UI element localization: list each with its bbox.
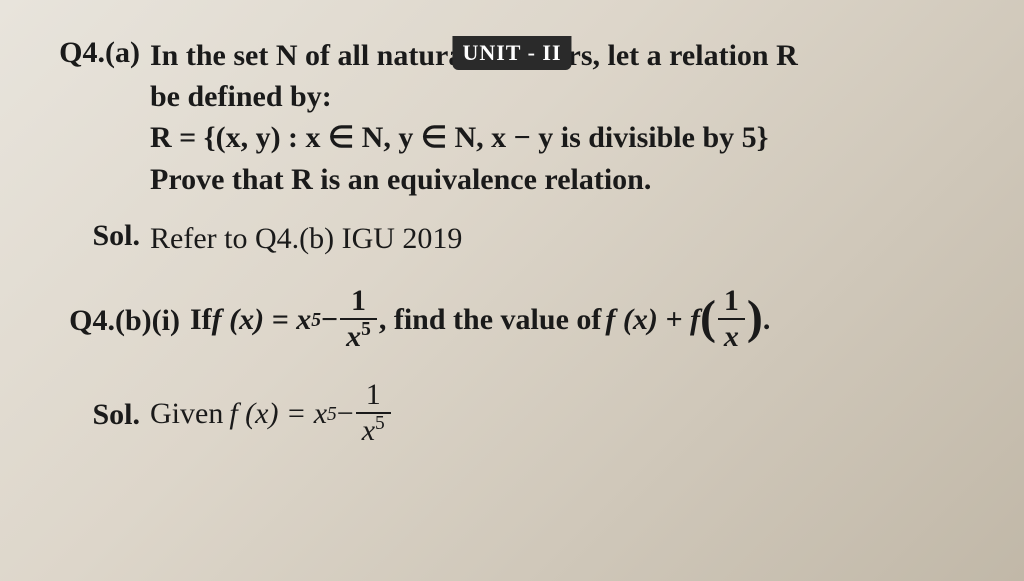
sol2-frac-den-exp: 5	[375, 413, 385, 434]
q4b-frac1-den: x5	[340, 320, 377, 352]
sol2-minus: −	[337, 394, 354, 435]
q4a-prove: Prove that R is an equivalence relation.	[150, 159, 994, 201]
sol2-frac-den: x5	[356, 414, 391, 446]
q4b-body: If f (x) = x 5 − 1 x5 , find the value of…	[190, 288, 994, 354]
q4a-line2: be defined by:	[150, 80, 332, 113]
q4a-label: Q4.(a)	[30, 36, 150, 70]
q4a-relation: R = {(x, y) : x ∈ N, y ∈ N, x − y is div…	[150, 117, 994, 159]
q4a-prove-text: Prove that R is an equivalence relation.	[150, 163, 651, 196]
sol2-body: Given f (x) = x 5 − 1 x5	[150, 382, 994, 448]
q4b-frac1-den-exp: 5	[361, 319, 371, 340]
sol1-label: Sol.	[30, 219, 150, 253]
q4b-innerfrac-den: x	[718, 320, 745, 352]
q4a-relation-text: R = {(x, y) : x ∈ N, y ∈ N, x − y is div…	[150, 121, 768, 154]
q4b-innerfrac-num: 1	[718, 286, 745, 320]
page-content: Q4.(a) In the set N of all natural numbe…	[0, 36, 1024, 448]
sol2-row: Sol. Given f (x) = x 5 − 1 x5	[30, 382, 994, 448]
q4b-open-paren: (	[700, 301, 716, 335]
sol2-frac: 1 x5	[356, 380, 391, 446]
sol2-frac-num: 1	[356, 380, 391, 414]
sol1-row: Sol. Refer to Q4.(b) IGU 2019	[30, 219, 994, 260]
sol1-body: Refer to Q4.(b) IGU 2019	[150, 219, 994, 260]
q4b-dot: .	[763, 300, 771, 341]
q4b-fhead: f (x) = x	[212, 300, 312, 341]
q4b-prefix: If	[190, 300, 212, 341]
q4b-midtext: , find the value of	[379, 300, 602, 341]
q4a-body: In the set N of all natural numbers, let…	[150, 36, 994, 117]
sol2-frac-den-x: x	[362, 414, 375, 447]
q4b-frac1: 1 x5	[340, 286, 377, 352]
q4b-innerfrac: 1 x	[718, 286, 745, 352]
q4b-frac1-den-x: x	[346, 320, 361, 353]
sol2-prefix: Given	[150, 394, 223, 435]
unit-badge: UNIT - II	[452, 36, 571, 70]
q4b-row: Q4.(b)(i) If f (x) = x 5 − 1 x5 , find th…	[30, 288, 994, 354]
q4b-label: Q4.(b)(i)	[30, 304, 190, 338]
q4b-fxplus: f (x) + f	[605, 300, 700, 341]
sol2-fhead: f (x) = x	[229, 394, 327, 435]
sol2-label: Sol.	[30, 398, 150, 432]
q4b-frac1-num: 1	[340, 286, 377, 320]
q4b-close-paren: )	[747, 301, 763, 335]
q4b-minus: −	[321, 300, 338, 341]
